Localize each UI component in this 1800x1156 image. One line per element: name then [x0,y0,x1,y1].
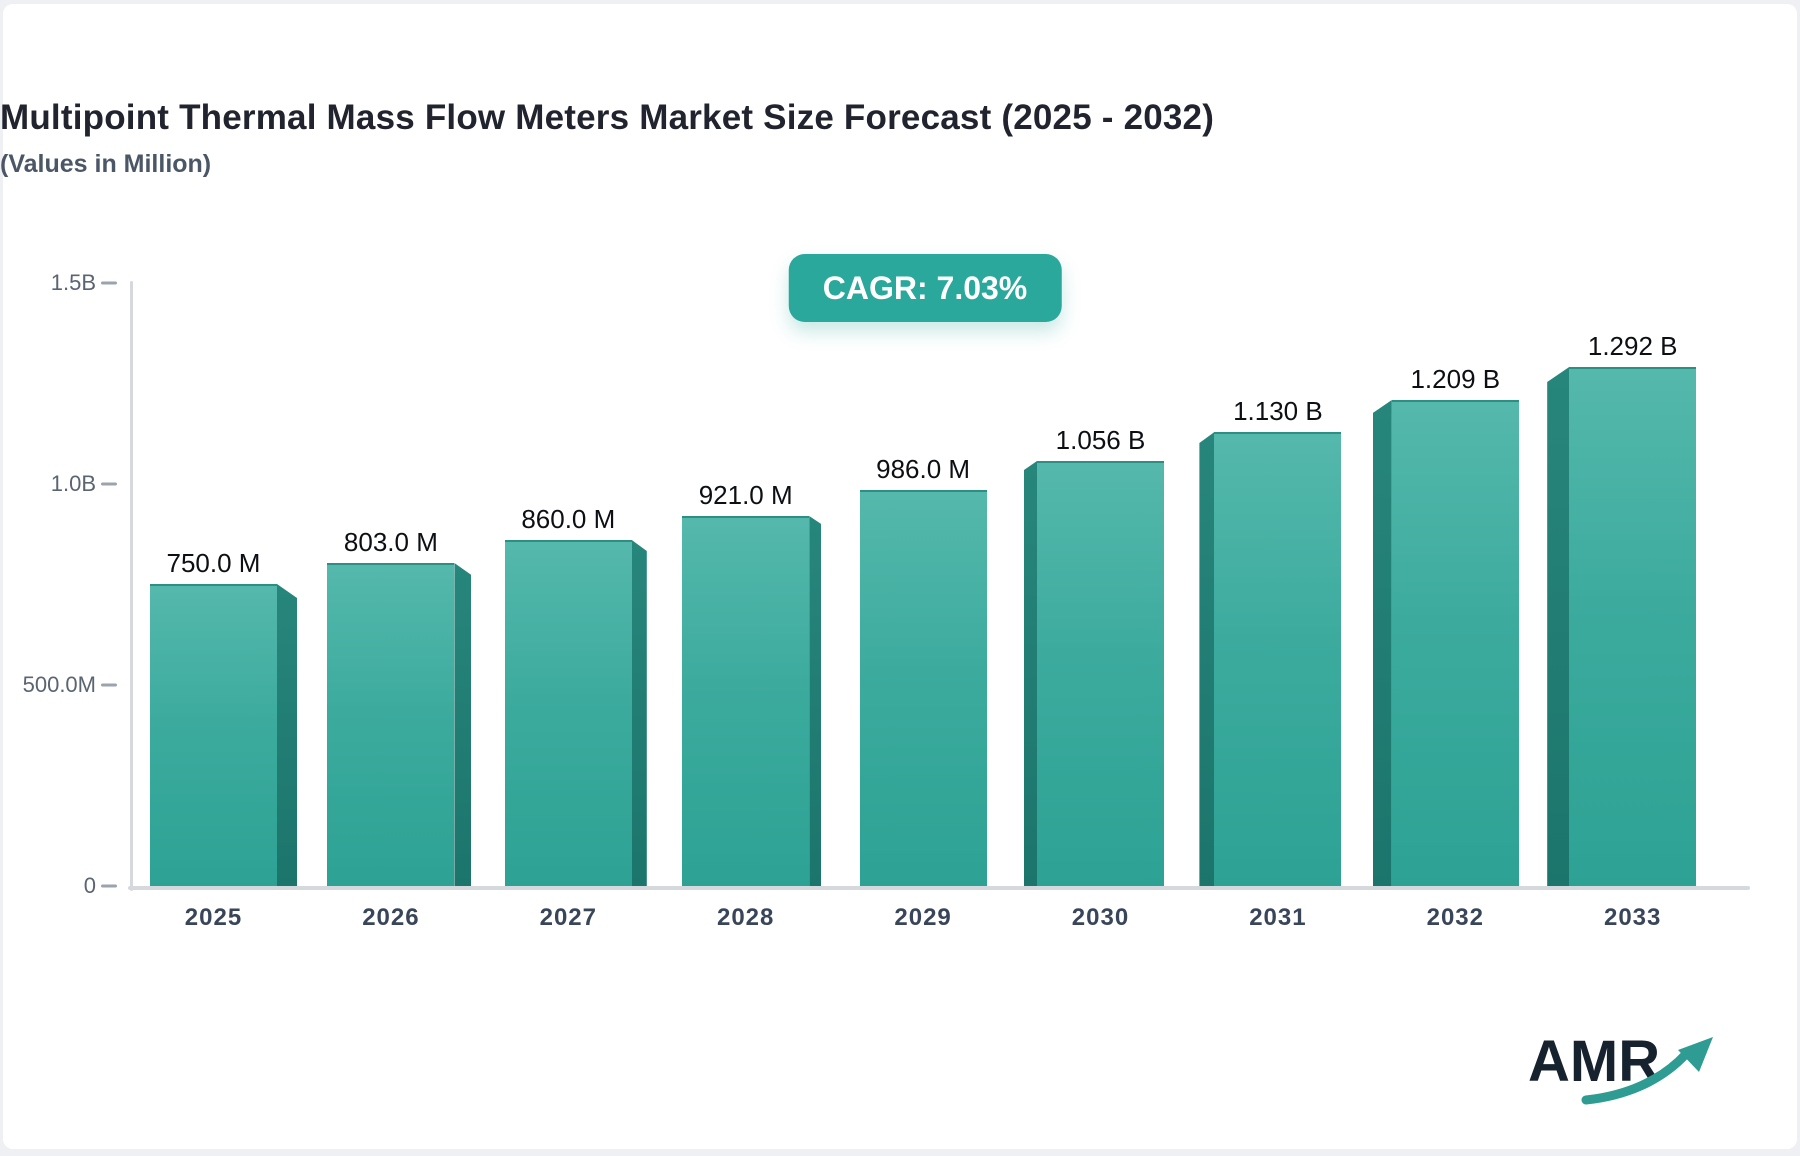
y-axis-line [130,281,133,891]
bar-side [1372,400,1392,886]
x-tick-label: 2025 [184,904,243,931]
bar-value-label: 1.209 B [1410,364,1501,394]
bar-2032[interactable] [1391,400,1519,886]
bar-value-label: 1.292 B [1587,331,1678,361]
bar-2030[interactable] [1037,461,1164,886]
chart-subtitle: (Values in Million) [0,150,212,178]
y-tick-label: 1.0B [50,471,96,496]
amr-logo: AMR [1528,1028,1728,1113]
y-tick-label: 1.5B [50,270,96,295]
y-tick-dash [101,884,117,888]
x-tick-label: 2029 [894,904,952,931]
bar-2025[interactable] [150,584,277,886]
bar-value-label: 921.0 M [698,480,793,510]
x-tick-label: 2032 [1426,904,1484,931]
x-tick-label: 2030 [1071,904,1130,931]
y-tick-dash [101,281,117,285]
bar-value-label: 750.0 M [166,548,261,578]
bar-2027[interactable] [504,540,632,886]
cagr-badge: CAGR: 7.03% [788,254,1062,322]
x-tick-label: 2028 [716,904,775,931]
bar-2033[interactable] [1569,367,1697,886]
growth-arrow-icon [1581,1037,1713,1105]
chart-title: Multipoint Thermal Mass Flow Meters Mark… [0,98,1215,137]
bar-side [631,540,647,886]
x-tick-label: 2027 [539,904,597,931]
bar-side [1199,432,1215,886]
y-tick-label: 0 [83,873,96,898]
bar-value-label: 860.0 M [521,504,616,534]
bar-side [809,516,822,886]
bar-value-label: 1.056 B [1055,425,1146,455]
y-tick-label: 500.0M [22,672,96,697]
bar-side [454,563,472,886]
bar-value-label: 803.0 M [343,527,438,557]
bar-2029[interactable] [859,490,987,886]
bar-side [1547,367,1570,886]
x-axis-line [128,886,1750,890]
bar-2028[interactable] [682,516,810,886]
bar-2031[interactable] [1214,432,1342,886]
bar-value-label: 1.130 B [1233,396,1323,426]
y-tick-dash [101,683,117,687]
x-tick-label: 2031 [1249,904,1307,931]
x-tick-label: 2033 [1603,904,1662,931]
bar-side [1024,461,1037,886]
x-tick-label: 2026 [362,904,420,931]
y-tick-dash [101,482,117,486]
bar-2026[interactable] [327,563,455,886]
bar-value-label: 986.0 M [876,454,971,484]
bar-side [277,584,297,886]
